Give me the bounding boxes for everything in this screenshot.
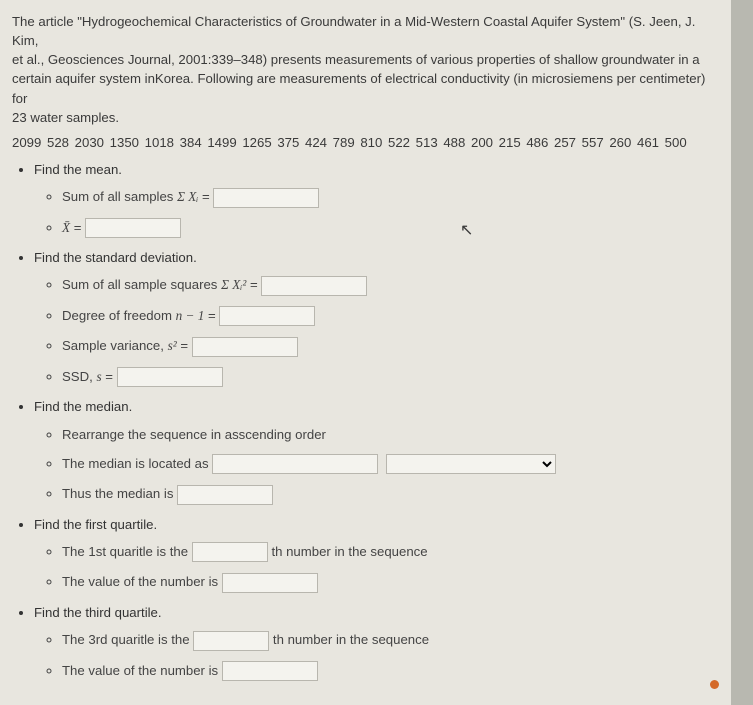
- variance-label: Sample variance,: [62, 338, 168, 353]
- q1-title: Find the first quartile.: [34, 517, 157, 532]
- median-rearrange-label: Rearrange the sequence in asscending ord…: [62, 427, 326, 442]
- section-q3: Find the third quartile. The 3rd quaritl…: [34, 603, 721, 681]
- std-variance-row: Sample variance, s² =: [62, 336, 721, 357]
- sumsq-label: Sum of all sample squares: [62, 277, 221, 292]
- intro-line-3: certain aquifer system inKorea. Followin…: [12, 71, 705, 105]
- section-mean: Find the mean. Sum of all samples Σ Xᵢ =…: [34, 160, 721, 238]
- ssd-eq: =: [105, 369, 116, 384]
- sumsq-eq: =: [250, 277, 261, 292]
- median-thus-label: Thus the median is: [62, 486, 173, 501]
- intro-paragraph: The article "Hydrogeochemical Characteri…: [12, 12, 721, 127]
- section-q1: Find the first quartile. The 1st quaritl…: [34, 515, 721, 593]
- q3-th-label: th number in the sequence: [273, 632, 429, 647]
- worksheet-page: The article "Hydrogeochemical Characteri…: [0, 0, 731, 705]
- notification-dot-icon: [710, 680, 719, 689]
- intro-line-4: 23 water samples.: [12, 110, 119, 125]
- ssd-label: SSD,: [62, 369, 96, 384]
- median-located-label: The median is located as: [62, 456, 209, 471]
- ssd-input[interactable]: [117, 367, 223, 387]
- q1-value-input[interactable]: [222, 573, 318, 593]
- median-located-input[interactable]: [212, 454, 378, 474]
- q1-position-input[interactable]: [192, 542, 268, 562]
- std-ssd-row: SSD, s =: [62, 367, 721, 388]
- median-located-row: The median is located as: [62, 454, 721, 475]
- median-title: Find the median.: [34, 399, 132, 414]
- intro-line-2: et al., Geosciences Journal, 2001:339–34…: [12, 52, 700, 67]
- variance-formula: s²: [168, 338, 177, 353]
- mean-sum-eq: =: [202, 189, 213, 204]
- variance-eq: =: [180, 338, 191, 353]
- mean-sum-row: Sum of all samples Σ Xᵢ =: [62, 187, 721, 208]
- std-sumsq-row: Sum of all sample squares Σ Xᵢ² =: [62, 275, 721, 296]
- ssd-formula: s: [96, 369, 101, 384]
- median-thus-row: Thus the median is: [62, 484, 721, 505]
- q3-is-label: The 3rd quaritle is the: [62, 632, 190, 647]
- q1-is-label: The 1st quaritle is the: [62, 544, 188, 559]
- q3-value-label: The value of the number is: [62, 663, 218, 678]
- mean-xbar-row: X̄ =: [62, 218, 721, 239]
- xbar-formula: X̄: [62, 220, 70, 235]
- q1-th-label: th number in the sequence: [271, 544, 427, 559]
- mean-title: Find the mean.: [34, 162, 122, 177]
- section-std: Find the standard deviation. Sum of all …: [34, 248, 721, 387]
- std-dof-row: Degree of freedom n − 1 =: [62, 306, 721, 327]
- xbar-input[interactable]: [85, 218, 181, 238]
- mean-sum-label: Sum of all samples: [62, 189, 177, 204]
- q1-value-row: The value of the number is: [62, 572, 721, 593]
- median-located-select[interactable]: [386, 454, 556, 474]
- dof-eq: =: [208, 308, 219, 323]
- q1-is-row: The 1st quaritle is the th number in the…: [62, 542, 721, 563]
- dof-input[interactable]: [219, 306, 315, 326]
- dof-formula: n − 1: [176, 308, 205, 323]
- sumsq-formula: Σ Xᵢ²: [221, 277, 246, 292]
- std-title: Find the standard deviation.: [34, 250, 197, 265]
- variance-input[interactable]: [192, 337, 298, 357]
- data-values: 2099 528 2030 1350 1018 384 1499 1265 37…: [12, 133, 721, 152]
- median-rearrange-row: Rearrange the sequence in asscending ord…: [62, 425, 721, 444]
- q3-title: Find the third quartile.: [34, 605, 162, 620]
- q3-value-row: The value of the number is: [62, 661, 721, 682]
- mean-sum-input[interactable]: [213, 188, 319, 208]
- q3-position-input[interactable]: [193, 631, 269, 651]
- dof-label: Degree of freedom: [62, 308, 176, 323]
- intro-line-1: The article "Hydrogeochemical Characteri…: [12, 14, 695, 48]
- xbar-eq: =: [74, 220, 85, 235]
- median-value-input[interactable]: [177, 485, 273, 505]
- q1-value-label: The value of the number is: [62, 574, 218, 589]
- q3-value-input[interactable]: [222, 661, 318, 681]
- section-median: Find the median. Rearrange the sequence …: [34, 397, 721, 504]
- mean-sum-formula: Σ Xᵢ: [177, 189, 198, 204]
- q3-is-row: The 3rd quaritle is the th number in the…: [62, 630, 721, 651]
- sumsq-input[interactable]: [261, 276, 367, 296]
